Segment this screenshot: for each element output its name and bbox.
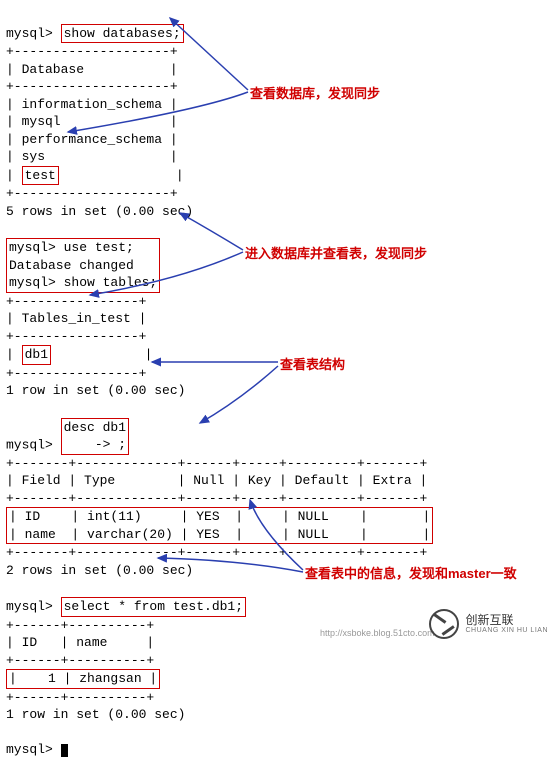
db-row: | sys | bbox=[6, 149, 178, 164]
result-footer: 2 rows in set (0.00 sec) bbox=[6, 563, 193, 578]
cmd-desc-cont: -> ; bbox=[64, 437, 126, 452]
cmd-block-use-show: mysql> use test; Database changed mysql>… bbox=[6, 238, 160, 293]
terminal-output: mysql> show databases; +----------------… bbox=[6, 6, 548, 759]
separator: +--------------------+ bbox=[6, 44, 178, 59]
desc-row: | ID | int(11) | YES | | NULL | | bbox=[9, 509, 430, 524]
separator: +--------------------+ bbox=[6, 186, 178, 201]
logo-cn: 创新互联 bbox=[465, 614, 548, 627]
prompt: mysql> bbox=[6, 437, 61, 452]
prompt: mysql> bbox=[6, 26, 61, 41]
result-footer: 1 row in set (0.00 sec) bbox=[6, 383, 185, 398]
separator: +------+----------+ bbox=[6, 653, 154, 668]
result-footer: 5 rows in set (0.00 sec) bbox=[6, 204, 193, 219]
annotation-1: 查看数据库，发现同步 bbox=[250, 85, 380, 103]
tables-header: | Tables_in_test | bbox=[6, 311, 146, 326]
cmd-use-test: use test; bbox=[64, 240, 134, 255]
cmd-select: select * from test.db1; bbox=[61, 597, 246, 617]
table-db1-highlight: db1 bbox=[22, 345, 51, 365]
annotation-2: 进入数据库并查看表，发现同步 bbox=[245, 245, 427, 263]
annotation-3: 查看表结构 bbox=[280, 356, 345, 374]
separator: +----------------+ bbox=[6, 366, 146, 381]
separator: +------+----------+ bbox=[6, 618, 154, 633]
db-row-prefix: | bbox=[6, 168, 22, 183]
db-row: | information_schema | bbox=[6, 97, 178, 112]
prompt: mysql> bbox=[6, 599, 61, 614]
cmd-desc-text: desc db1 bbox=[64, 420, 126, 435]
prompt: mysql> bbox=[6, 742, 61, 757]
cmd-show-databases: show databases; bbox=[61, 24, 184, 44]
desc-header: | Field | Type | Null | Key | Default | … bbox=[6, 473, 427, 488]
desc-rows-highlight: | ID | int(11) | YES | | NULL | | | name… bbox=[6, 507, 433, 544]
db-row-suffix: | bbox=[59, 168, 184, 183]
separator: +----------------+ bbox=[6, 329, 146, 344]
cursor bbox=[61, 744, 68, 757]
table-row-suffix: | bbox=[51, 347, 152, 362]
select-row-highlight: | 1 | zhangsan | bbox=[6, 669, 160, 689]
result-footer: 1 row in set (0.00 sec) bbox=[6, 707, 185, 722]
cmd-desc-db1: desc db1 -> ; bbox=[61, 418, 129, 455]
separator: +--------------------+ bbox=[6, 79, 178, 94]
cmd-show-tables: show tables; bbox=[64, 275, 158, 290]
prompt: mysql> bbox=[9, 240, 64, 255]
databases-header: | Database | bbox=[6, 62, 178, 77]
desc-row: | name | varchar(20) | YES | | NULL | | bbox=[9, 527, 430, 542]
db-row: | performance_schema | bbox=[6, 132, 178, 147]
logo: 创新互联 CHUANG XIN HU LIAN bbox=[429, 609, 548, 639]
logo-en: CHUANG XIN HU LIAN bbox=[465, 627, 548, 634]
prompt: mysql> bbox=[9, 275, 64, 290]
separator: +-------+-------------+------+-----+----… bbox=[6, 456, 427, 471]
logo-mark-icon bbox=[429, 609, 459, 639]
separator: +----------------+ bbox=[6, 294, 146, 309]
table-row-prefix: | bbox=[6, 347, 22, 362]
separator: +------+----------+ bbox=[6, 690, 154, 705]
separator: +-------+-------------+------+-----+----… bbox=[6, 491, 427, 506]
db-changed: Database changed bbox=[9, 258, 134, 273]
logo-text: 创新互联 CHUANG XIN HU LIAN bbox=[465, 614, 548, 634]
db-row: | mysql | bbox=[6, 114, 178, 129]
annotation-4: 查看表中的信息，发现和master一致 bbox=[305, 565, 517, 583]
db-test-highlight: test bbox=[22, 166, 59, 186]
separator: +-------+-------------+------+-----+----… bbox=[6, 545, 427, 560]
footer-url: http://xsboke.blog.51cto.com bbox=[320, 627, 435, 639]
